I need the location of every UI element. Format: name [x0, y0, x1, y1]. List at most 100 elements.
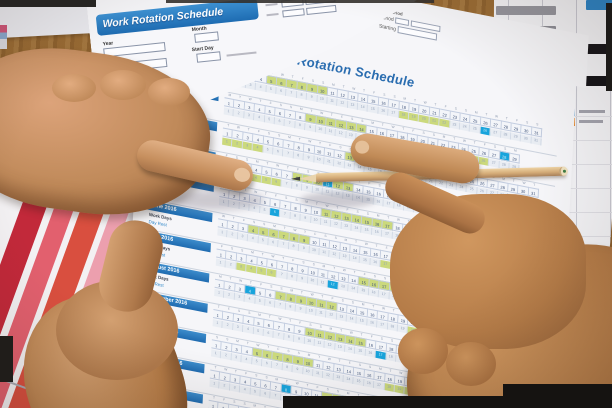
day-cell: 29 — [509, 152, 521, 164]
day-cell-secondary: 14 — [346, 314, 358, 324]
day-cell-secondary: 4 — [252, 143, 264, 153]
day-cell: 1 — [208, 399, 219, 408]
day-cell-secondary: 3 — [231, 353, 242, 363]
day-cell: 2 — [218, 401, 230, 408]
day-cell-secondary: 3 — [234, 292, 246, 302]
day-cell-secondary: 9 — [303, 153, 315, 163]
day-cell: 10 — [311, 205, 322, 217]
pencil-tip-wood — [298, 173, 317, 183]
day-cell: 20 — [419, 104, 431, 116]
day-cell-secondary: 3 — [242, 141, 254, 151]
day-cell: 8 — [282, 353, 294, 365]
day-cell-secondary: 17 — [388, 108, 400, 118]
day-cell: 3 — [244, 101, 256, 113]
day-cell-secondary: 18 — [398, 110, 410, 120]
day-cell-secondary: 30 — [521, 134, 532, 144]
day-cell-secondary: 1 — [215, 258, 227, 268]
day-cell: 8 — [289, 232, 300, 244]
day-cell: 8 — [293, 141, 305, 153]
dark-edge — [503, 384, 612, 398]
day-cell: 14 — [356, 122, 368, 135]
day-cell: 3 — [236, 252, 248, 264]
day-cell-secondary: 2 — [224, 290, 235, 300]
day-cell-secondary: 4 — [255, 82, 267, 93]
day-cell-secondary: 11 — [320, 217, 332, 227]
day-cell-secondary: 2 — [221, 351, 232, 361]
day-cell: 2 — [220, 371, 231, 383]
day-cell-secondary: 2 — [222, 321, 234, 331]
day-cell: 2 — [226, 250, 238, 262]
day-cell: 1 — [214, 278, 226, 290]
day-cell-secondary: 6 — [269, 207, 281, 217]
day-cell: 4 — [246, 254, 258, 266]
day-cell-secondary: 24 — [459, 122, 471, 132]
day-cell: 8 — [281, 383, 292, 395]
day-cell: 6 — [268, 228, 280, 240]
day-cell: 9 — [304, 143, 315, 155]
day-cell-secondary: 9 — [295, 304, 307, 314]
gray-task-bar — [496, 6, 556, 15]
day-cell-secondary: 4 — [243, 324, 254, 335]
day-cell-secondary: 5 — [262, 145, 274, 155]
knuckle — [100, 70, 146, 100]
dark-edge — [606, 3, 612, 91]
day-cell: 5 — [252, 347, 263, 359]
day-cell: 12 — [329, 240, 341, 252]
day-cell-secondary: 11 — [324, 157, 335, 167]
day-cell-secondary: 6 — [260, 389, 271, 399]
day-cell-secondary: 4 — [247, 234, 259, 244]
day-cell: 16 — [365, 338, 377, 350]
day-cell-secondary: 7 — [272, 361, 283, 371]
day-cell: 7 — [274, 320, 285, 332]
day-cell-secondary: 18 — [385, 352, 397, 362]
day-cell: 9 — [307, 82, 318, 94]
day-cell-secondary: 14 — [348, 284, 359, 294]
day-cell-secondary: 12 — [326, 310, 337, 320]
day-cell: 2 — [227, 220, 239, 232]
day-cell: 16 — [364, 368, 376, 381]
day-cell-secondary: 10 — [309, 246, 320, 256]
day-cell-secondary: 14 — [345, 344, 356, 354]
day-cell: 5 — [258, 226, 270, 238]
unit-box — [306, 5, 337, 15]
day-cell-secondary: 9 — [297, 274, 308, 284]
day-cell-secondary: 5 — [254, 296, 266, 306]
day-cell: 3 — [242, 131, 254, 143]
day-cell-secondary: 8 — [287, 272, 298, 282]
day-cell: 11 — [326, 117, 337, 129]
day-cell-secondary: 11 — [317, 278, 329, 288]
day-cell: 17 — [377, 310, 389, 322]
day-cell-secondary: 6 — [274, 117, 286, 127]
day-cell-secondary: 12 — [337, 98, 349, 108]
dark-edge — [166, 0, 434, 3]
day-cell: 14 — [345, 334, 357, 346]
pencil-green-mark — [562, 169, 566, 173]
day-cell: 8 — [284, 322, 296, 334]
day-cell-secondary: 14 — [343, 375, 355, 385]
day-cell-secondary: 22 — [439, 118, 451, 128]
day-cell: 7 — [275, 290, 287, 302]
day-cell-secondary: 6 — [263, 328, 275, 338]
day-cell-secondary: 10 — [317, 94, 328, 104]
day-cell-secondary: 7 — [273, 330, 285, 340]
day-cell-secondary: 16 — [363, 379, 375, 389]
day-cell-secondary: 16 — [370, 258, 381, 268]
day-cell-secondary: 27 — [488, 158, 500, 168]
day-cell: 13 — [333, 363, 345, 375]
legend-text-line — [579, 110, 605, 113]
day-cell-secondary: 16 — [371, 227, 383, 237]
day-cell: 14 — [348, 274, 360, 286]
day-cell-secondary: 16 — [365, 348, 377, 358]
day-cell-secondary: 3 — [229, 383, 241, 393]
day-cell: 1 — [216, 248, 227, 260]
day-cell-secondary: 6 — [261, 359, 273, 369]
day-cell-secondary: 5 — [264, 115, 276, 125]
day-cell-secondary: 1 — [210, 349, 222, 359]
day-cell: 8 — [287, 262, 299, 274]
day-cell-secondary: 9 — [300, 213, 312, 223]
day-cell: 14 — [347, 304, 358, 316]
day-cell: 3 — [234, 282, 246, 294]
day-cell: 13 — [338, 272, 350, 284]
knuckle — [148, 78, 190, 106]
day-cell: 26 — [479, 146, 490, 158]
